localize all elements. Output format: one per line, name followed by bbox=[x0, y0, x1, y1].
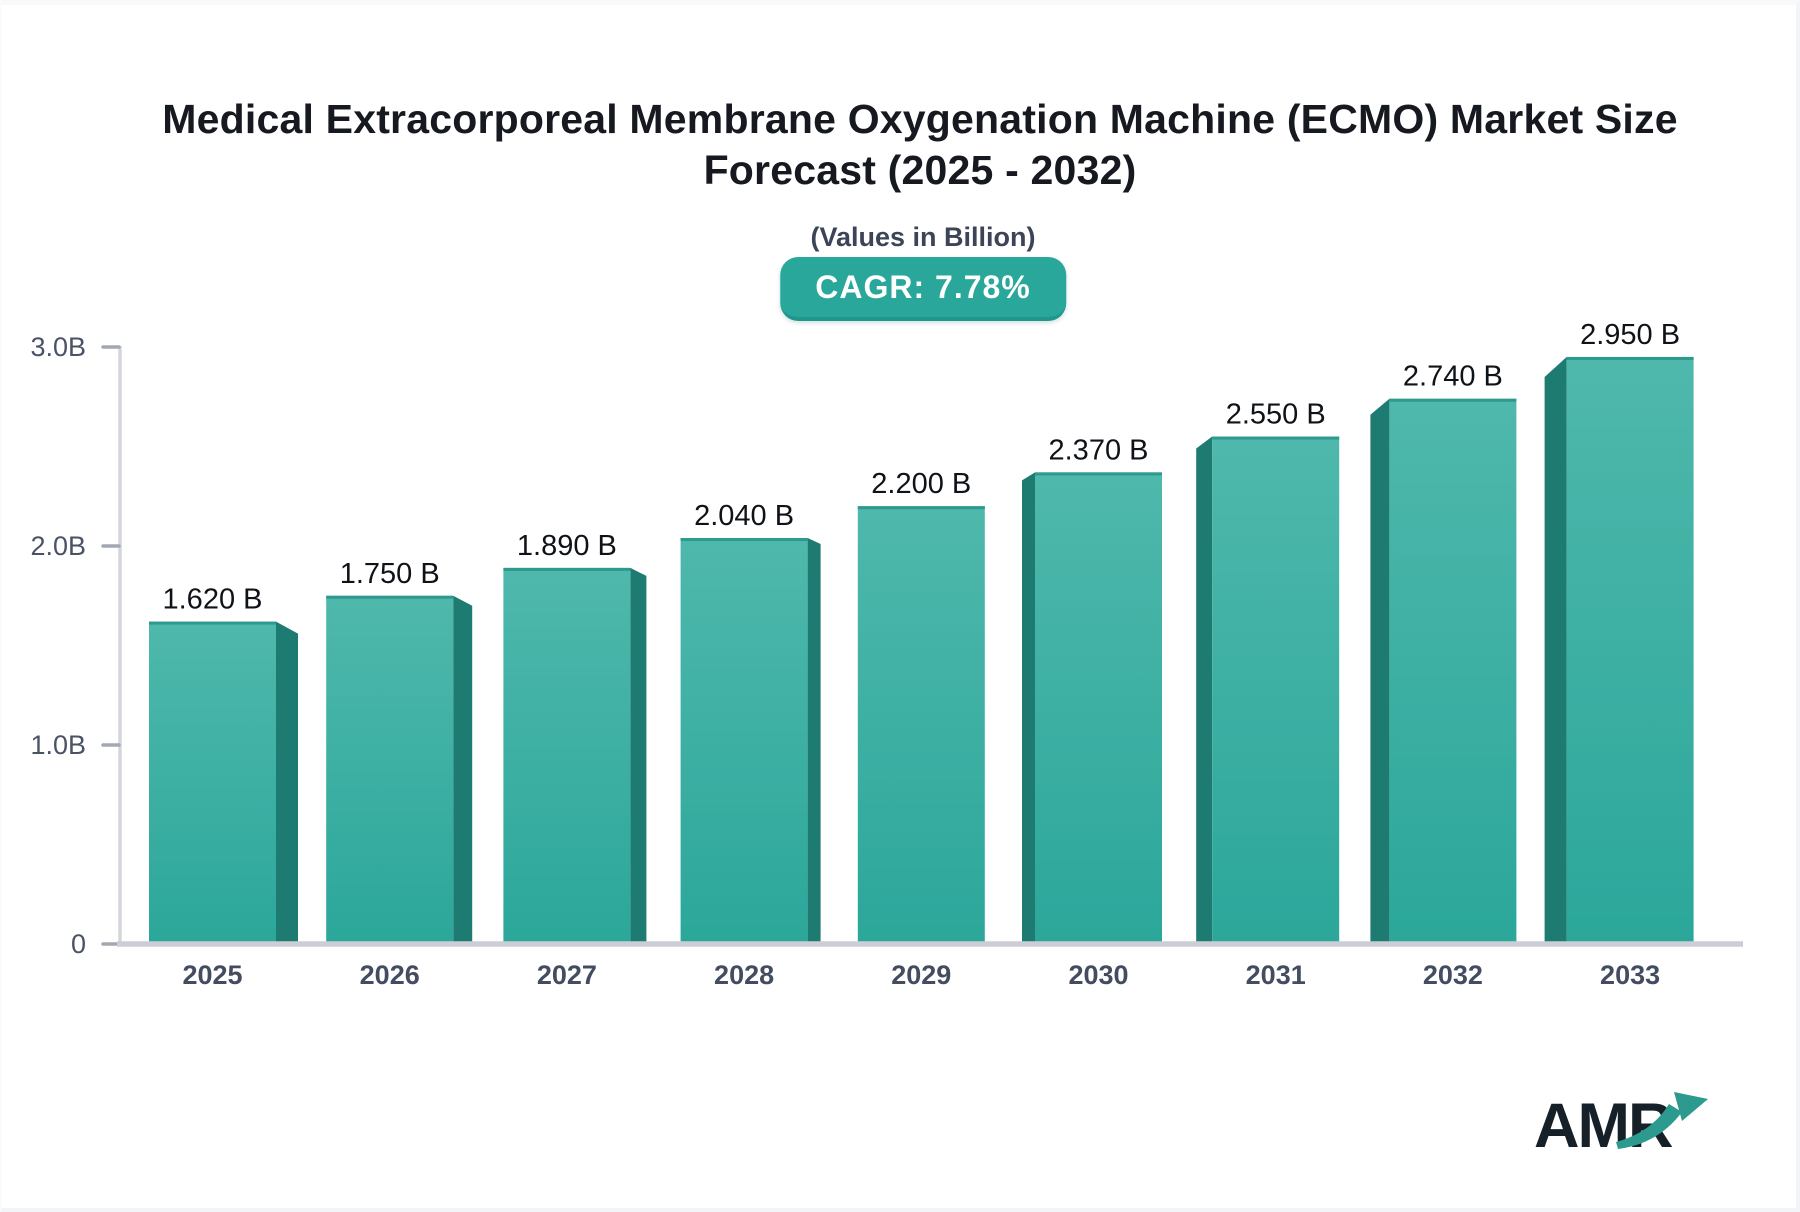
bar-front-face bbox=[326, 595, 454, 944]
x-axis-label-2027: 2027 bbox=[537, 960, 597, 990]
bar-side-face bbox=[1022, 472, 1035, 944]
bar-top-edge bbox=[1212, 436, 1340, 440]
amr-logo-arrow-icon bbox=[1616, 1092, 1708, 1149]
bar-value-label: 1.750 B bbox=[340, 558, 440, 590]
y-axis-ticks: 0 1.0B 2.0B 3.0B bbox=[30, 332, 121, 959]
bar-2031[interactable]: 2.550 B bbox=[1196, 399, 1340, 944]
bar-2025[interactable]: 1.620 B bbox=[149, 584, 298, 944]
bar-side-face bbox=[1196, 436, 1213, 944]
cagr-badge: CAGR: 7.78% bbox=[780, 257, 1066, 321]
bar-2027[interactable]: 1.890 B bbox=[503, 530, 647, 944]
bar-top-edge bbox=[326, 595, 454, 599]
bar-2028[interactable]: 2.040 B bbox=[680, 500, 821, 944]
x-axis-label-2025: 2025 bbox=[182, 960, 242, 990]
bar-top-edge bbox=[857, 506, 985, 510]
bar-front-face bbox=[1566, 356, 1694, 944]
bar-2026[interactable]: 1.750 B bbox=[326, 558, 473, 944]
y-tick-label: 3.0B bbox=[30, 332, 86, 362]
bar-side-face bbox=[807, 538, 821, 944]
bar-front-face bbox=[1212, 436, 1340, 944]
x-axis-label-2033: 2033 bbox=[1600, 960, 1660, 990]
bar-2029[interactable]: 2.200 B bbox=[857, 468, 985, 944]
amr-logo: AMR bbox=[1534, 1090, 1714, 1161]
bar-2033[interactable]: 2.950 B bbox=[1544, 319, 1694, 944]
bar-front-face bbox=[1389, 398, 1517, 944]
bar-front-face bbox=[1035, 472, 1162, 944]
bar-top-edge bbox=[680, 538, 808, 542]
bar-value-label: 2.950 B bbox=[1580, 319, 1680, 351]
bar-value-label: 2.740 B bbox=[1403, 361, 1503, 393]
bar-front-face bbox=[149, 621, 276, 944]
y-tick-label: 1.0B bbox=[30, 730, 86, 760]
bar-top-edge bbox=[1035, 472, 1162, 476]
bar-top-edge bbox=[503, 567, 631, 571]
x-axis-label-2031: 2031 bbox=[1246, 960, 1306, 990]
y-tick-label: 0 bbox=[71, 929, 86, 959]
bar-side-face bbox=[1544, 356, 1567, 944]
bar-front-face bbox=[503, 567, 631, 944]
bar-side-face bbox=[630, 567, 647, 944]
bar-front-face bbox=[680, 538, 808, 944]
y-tick-label: 2.0B bbox=[30, 531, 86, 561]
bar-top-edge bbox=[1389, 398, 1517, 402]
bar-side-face bbox=[453, 595, 473, 944]
bar-value-label: 1.890 B bbox=[517, 530, 617, 562]
x-axis-label-2032: 2032 bbox=[1423, 960, 1483, 990]
bar-value-label: 2.040 B bbox=[694, 500, 794, 532]
chart-title-line2: Forecast (2025 - 2032) bbox=[703, 147, 1137, 193]
bar-2030[interactable]: 2.370 B bbox=[1022, 434, 1162, 944]
bar-top-edge bbox=[149, 621, 276, 625]
bar-front-face bbox=[857, 506, 985, 944]
x-axis-labels: 2025 2026 2027 2028 2029 2030 2031 2032 2033 bbox=[182, 960, 1660, 990]
x-axis-label-2029: 2029 bbox=[891, 960, 951, 990]
x-axis-label-2028: 2028 bbox=[714, 960, 774, 990]
bar-top-edge bbox=[1566, 356, 1694, 360]
x-axis-label-2030: 2030 bbox=[1068, 960, 1128, 990]
bar-side-face bbox=[1370, 398, 1390, 944]
bars-layer: 1.620 B 1.750 B 1.890 B 2.040 B 2.200 B 2.370… bbox=[149, 319, 1694, 944]
bar-value-label: 2.200 B bbox=[871, 468, 971, 500]
chart-title: Medical Extracorporeal Membrane Oxygenat… bbox=[20, 94, 1800, 196]
bar-value-label: 1.620 B bbox=[163, 584, 263, 616]
x-axis-label-2026: 2026 bbox=[360, 960, 420, 990]
bar-value-label: 2.550 B bbox=[1226, 399, 1326, 431]
bar-value-label: 2.370 B bbox=[1049, 434, 1149, 466]
bar-side-face bbox=[276, 621, 298, 944]
chart-title-line1: Medical Extracorporeal Membrane Oxygenat… bbox=[162, 96, 1678, 142]
bar-2032[interactable]: 2.740 B bbox=[1370, 361, 1517, 944]
chart-subtitle: (Values in Billion) bbox=[810, 222, 1036, 252]
